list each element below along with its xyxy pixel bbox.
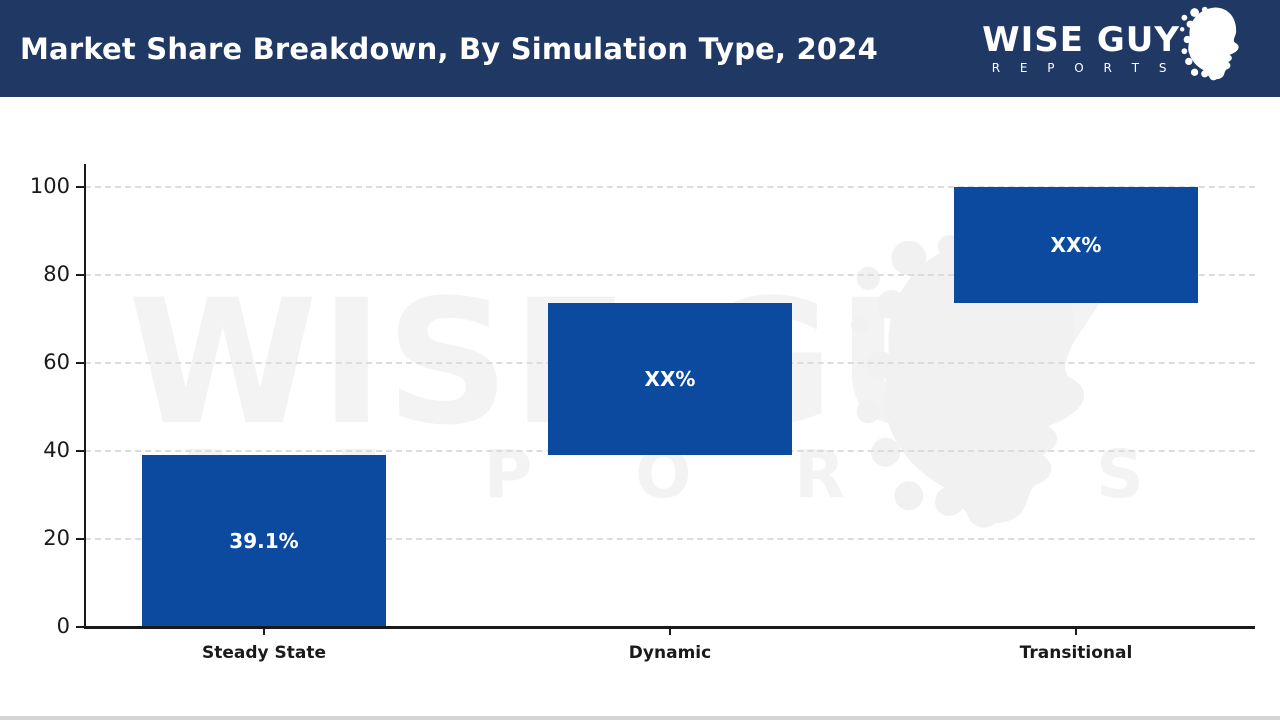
brand-logo-text: WISE GUY R E P O R T S <box>982 23 1180 74</box>
x-tick-label-transitional: Transitional <box>1019 643 1133 663</box>
footer-rule <box>0 716 1280 720</box>
y-tick-label: 60 <box>43 350 70 374</box>
gridline <box>85 538 1255 540</box>
gridline <box>85 186 1255 188</box>
y-tick-label: 100 <box>29 174 70 198</box>
brand-logo: WISE GUY R E P O R T S <box>982 6 1280 92</box>
brand-name: WISE GUY <box>982 20 1180 60</box>
bar-steady-state: 39.1% <box>142 454 386 627</box>
y-tick-mark <box>76 626 84 628</box>
bar-label-transitional: XX% <box>1050 233 1102 258</box>
y-tick-mark <box>76 538 84 540</box>
x-axis-line <box>84 626 1255 629</box>
x-tick-mark <box>263 627 265 635</box>
x-tick-label-dynamic: Dynamic <box>628 643 712 663</box>
bar-dynamic: XX% <box>548 303 792 455</box>
y-tick-mark <box>76 362 84 364</box>
page-title: Market Share Breakdown, By Simulation Ty… <box>20 31 879 66</box>
y-tick-label: 0 <box>56 614 70 638</box>
brand-subtitle: R E P O R T S <box>991 61 1175 75</box>
y-axis-line <box>84 164 86 627</box>
y-tick-label: 20 <box>43 526 70 550</box>
y-tick-mark <box>76 450 84 452</box>
y-tick-label: 40 <box>43 438 70 462</box>
bar-label-dynamic: XX% <box>644 367 696 392</box>
y-tick-mark <box>76 274 84 276</box>
header-band: Market Share Breakdown, By Simulation Ty… <box>0 0 1280 97</box>
plot-area: 0 20 40 60 80 100 39.1% Steady State XX% Dynamic X… <box>30 174 1255 663</box>
brand-face-icon <box>1180 6 1239 80</box>
bar-transitional: XX% <box>953 187 1198 304</box>
y-tick-mark <box>76 186 84 188</box>
bar-label-steady-state: 39.1% <box>229 528 299 553</box>
gridline <box>85 274 1255 276</box>
x-tick-mark <box>1074 627 1077 635</box>
y-tick-label: 80 <box>43 262 70 286</box>
x-tick-label-steady-state: Steady State <box>201 643 327 663</box>
x-tick-mark <box>669 627 671 635</box>
